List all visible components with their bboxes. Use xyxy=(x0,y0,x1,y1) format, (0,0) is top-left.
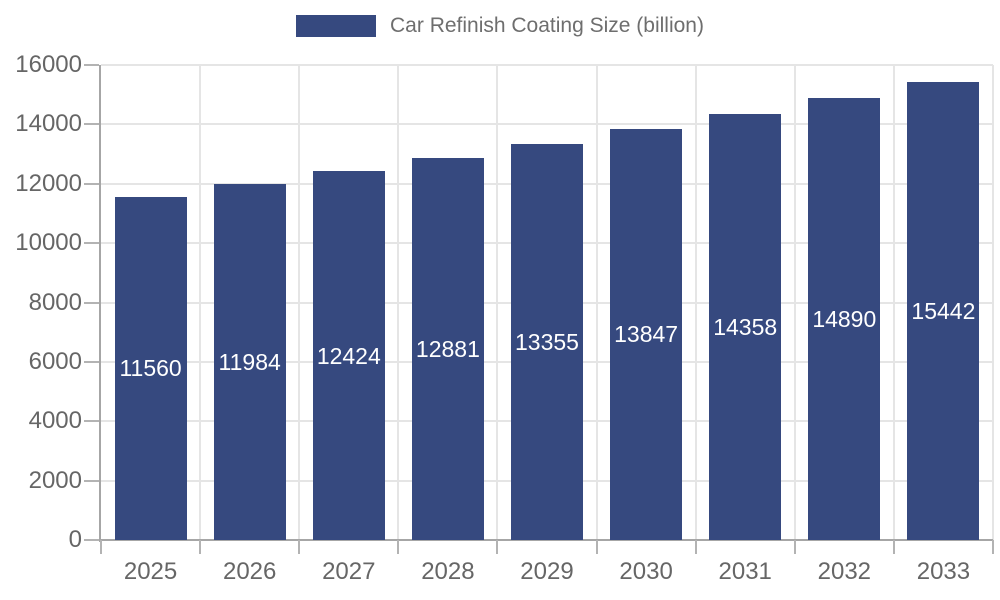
x-gridline xyxy=(595,65,598,540)
y-tick-label: 0 xyxy=(68,526,82,553)
x-gridline xyxy=(298,65,301,540)
x-gridline xyxy=(892,65,895,540)
x-tick xyxy=(199,540,202,554)
x-tick-label: 2029 xyxy=(520,558,574,585)
y-tick xyxy=(84,123,99,126)
y-tick-label: 12000 xyxy=(15,169,82,197)
y-gridline xyxy=(101,64,993,66)
x-tick-label: 2032 xyxy=(817,558,872,585)
y-tick xyxy=(84,301,99,304)
bar-value-label: 15442 xyxy=(911,297,976,324)
y-axis-line xyxy=(99,65,101,542)
y-tick xyxy=(84,479,99,482)
x-tick xyxy=(100,540,102,554)
y-tick xyxy=(84,420,99,423)
y-tick-label: 6000 xyxy=(28,347,82,375)
bar-value-label: 13847 xyxy=(614,321,679,348)
bar[interactable]: 13847 xyxy=(610,128,683,540)
y-tick-label: 16000 xyxy=(15,51,82,78)
legend-label: Car Refinish Coating Size (billion) xyxy=(390,14,704,37)
x-tick xyxy=(397,540,400,554)
x-tick xyxy=(892,540,895,554)
bar[interactable]: 14358 xyxy=(709,113,782,540)
y-tick xyxy=(84,242,99,245)
x-tick-label: 2025 xyxy=(123,558,178,585)
x-tick-label: 2026 xyxy=(222,558,277,585)
bar[interactable]: 11560 xyxy=(114,196,187,540)
y-tick xyxy=(84,64,99,66)
bar-value-label: 14358 xyxy=(713,313,778,340)
x-gridline xyxy=(694,65,697,540)
x-gridline xyxy=(397,65,400,540)
x-tick xyxy=(992,540,994,554)
y-tick-label: 14000 xyxy=(15,110,82,138)
y-tick xyxy=(84,182,99,185)
bar[interactable]: 15442 xyxy=(907,81,980,540)
bar-value-label: 14890 xyxy=(812,306,877,333)
plot-area: 0 2000 4000 6000 8000 10000 12000 14000 16000 202… xyxy=(15,52,994,585)
bar-value-label: 12881 xyxy=(415,335,480,362)
bar-value-label: 12424 xyxy=(316,342,381,369)
legend-item[interactable]: Car Refinish Coating Size (billion) xyxy=(0,14,1000,38)
y-gridline xyxy=(101,123,993,126)
y-tick-label: 8000 xyxy=(28,288,82,316)
x-tick xyxy=(793,540,796,554)
y-tick xyxy=(84,539,99,541)
x-axis-line xyxy=(99,539,993,541)
x-gridline xyxy=(199,65,202,540)
bar-value-label: 11560 xyxy=(119,355,182,382)
x-tick xyxy=(298,540,301,554)
y-tick-label: 10000 xyxy=(15,229,82,257)
bar[interactable]: 12881 xyxy=(411,157,484,540)
y-tick-label: 2000 xyxy=(28,466,82,494)
bar[interactable]: 11984 xyxy=(213,184,286,540)
x-tick xyxy=(595,540,598,554)
x-gridline xyxy=(793,65,796,540)
x-tick xyxy=(694,540,697,554)
x-gridline xyxy=(992,65,994,540)
x-tick-label: 2028 xyxy=(421,558,475,585)
bar[interactable]: 14890 xyxy=(808,98,881,540)
bar[interactable]: 13355 xyxy=(511,143,583,540)
legend-swatch xyxy=(296,15,377,37)
x-tick-label: 2031 xyxy=(718,558,772,585)
bar[interactable]: 12424 xyxy=(312,171,385,540)
x-tick xyxy=(496,540,499,554)
y-tick-label: 4000 xyxy=(28,407,82,435)
bar-value-label: 11984 xyxy=(218,349,281,376)
x-tick-label: 2033 xyxy=(916,558,971,585)
y-tick xyxy=(84,360,99,363)
bar-value-label: 13355 xyxy=(515,328,579,355)
x-gridline xyxy=(496,65,499,540)
x-tick-label: 2027 xyxy=(322,558,376,585)
x-tick-label: 2030 xyxy=(619,558,673,585)
